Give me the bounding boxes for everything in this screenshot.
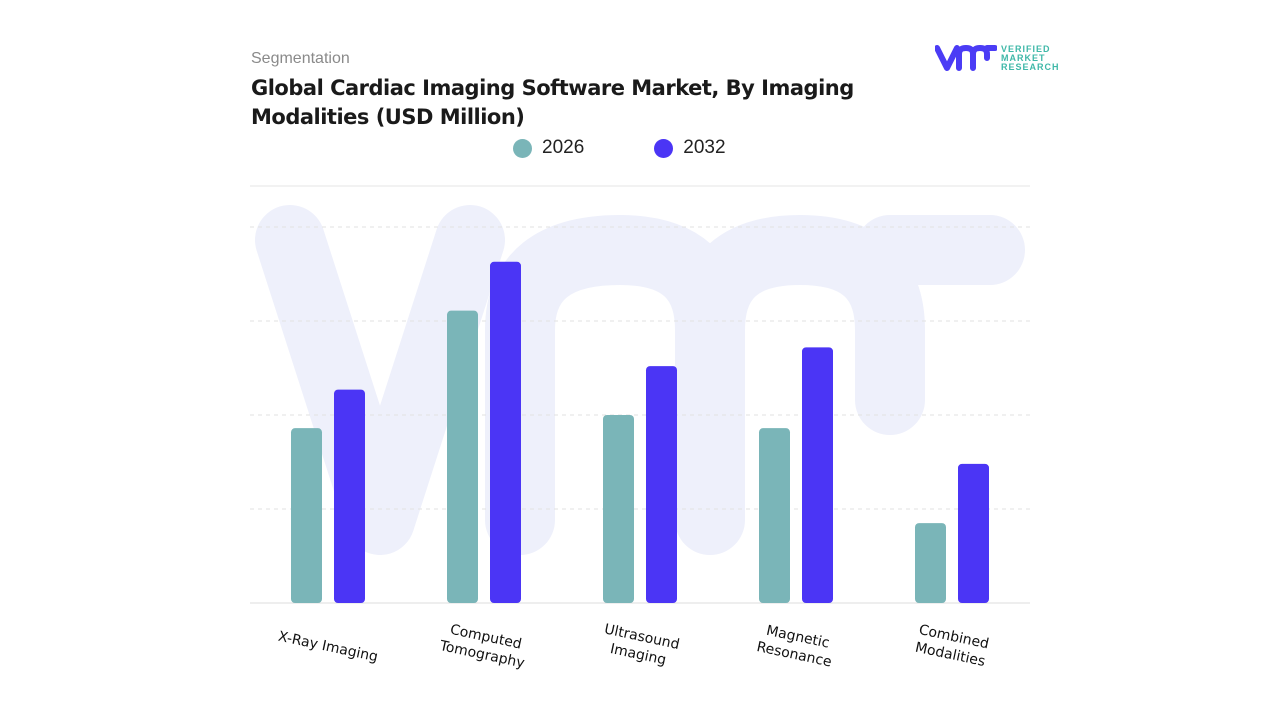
bar-2032-0 xyxy=(334,389,365,603)
bar-2026-4 xyxy=(915,523,946,603)
logo-text-line: RESEARCH xyxy=(1001,61,1060,72)
legend-label: 2026 xyxy=(542,137,585,158)
bar-2032-1 xyxy=(490,261,521,603)
legend-item-2032: 2032 xyxy=(654,137,726,159)
bar-2026-0 xyxy=(291,428,322,603)
legend-label: 2032 xyxy=(683,137,726,158)
watermark-logo xyxy=(255,205,1025,555)
bar-2032-2 xyxy=(646,366,677,603)
logo-text-line: VERIFIED xyxy=(1001,43,1051,54)
logo: VERIFIED MARKET RESEARCH xyxy=(935,44,1060,72)
bar-2032-3 xyxy=(802,347,833,603)
chart-title: Global Cardiac Imaging Software Market, … xyxy=(251,76,854,129)
bar-2026-2 xyxy=(603,415,634,603)
bar-2032-4 xyxy=(958,463,989,603)
vmr-logo-icon xyxy=(935,45,997,71)
bar-2026-3 xyxy=(759,428,790,603)
legend-marker xyxy=(654,138,674,158)
bar-2026-1 xyxy=(447,310,478,603)
legend-marker xyxy=(513,138,532,158)
legend: 2026 2032 xyxy=(513,137,726,159)
logo-text-line: MARKET xyxy=(1001,52,1046,63)
segment-label: Segmentation xyxy=(251,50,350,67)
legend-item-2026: 2026 xyxy=(513,137,584,159)
